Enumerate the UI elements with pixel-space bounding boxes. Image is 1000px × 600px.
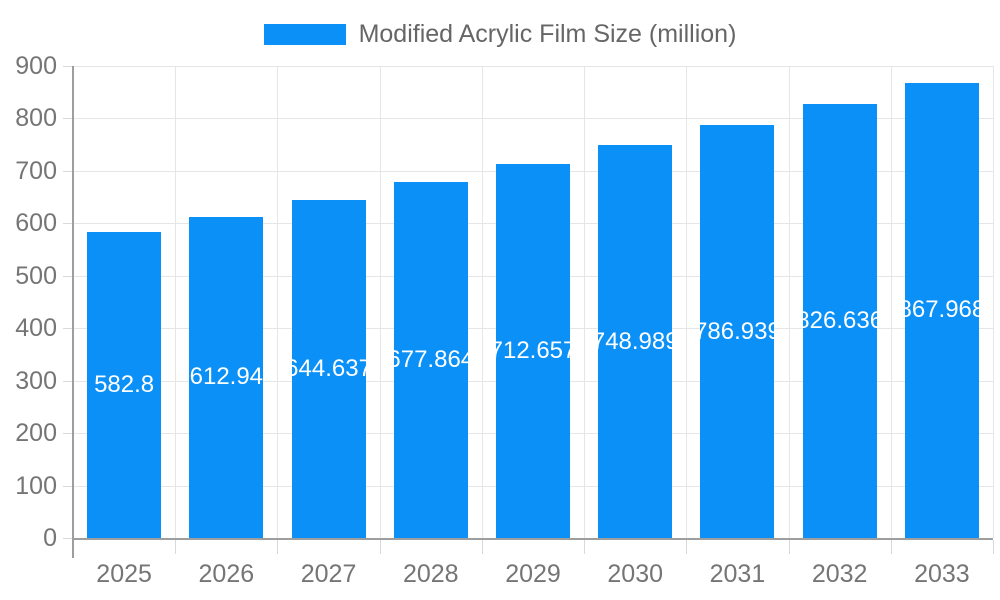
x-axis-label: 2032 — [811, 560, 868, 588]
x-axis-label: 2025 — [96, 560, 152, 588]
y-axis-label: 200 — [15, 419, 57, 448]
x-axis-label: 2028 — [402, 560, 459, 588]
x-gridline — [686, 66, 688, 538]
y-axis-label: 800 — [15, 104, 57, 133]
x-axis-label: 2029 — [505, 560, 561, 588]
x-gridline — [584, 66, 586, 538]
bar[interactable]: 612.94 — [189, 216, 264, 538]
x-tick — [481, 540, 483, 554]
y-axis-label: 900 — [15, 52, 57, 80]
x-tick — [993, 540, 994, 554]
bar-value-label: 612.94 — [189, 363, 264, 391]
bar-value-label: 826.636 — [802, 307, 877, 335]
bar-value-label: 748.989 — [598, 327, 673, 355]
bar-value-label: 582.8 — [94, 371, 155, 399]
y-tick — [63, 170, 73, 172]
legend-swatch-icon — [263, 24, 346, 45]
y-axis-label: 300 — [15, 366, 57, 395]
x-axis-label: 2026 — [198, 560, 255, 588]
y-tick — [63, 433, 73, 435]
bar-value-label: 644.637 — [291, 354, 366, 382]
bar[interactable]: 748.989 — [598, 145, 673, 538]
y-tick — [63, 485, 73, 487]
y-tick — [63, 118, 73, 120]
legend-label: Modified Acrylic Film Size (million) — [358, 20, 737, 48]
bar[interactable]: 582.8 — [87, 232, 162, 538]
x-gridline — [890, 66, 892, 538]
bar[interactable]: 786.939 — [700, 125, 775, 538]
x-gridline — [481, 66, 483, 538]
bar-value-label: 712.657 — [496, 337, 570, 365]
y-tick — [63, 538, 73, 539]
x-gridline — [379, 66, 381, 538]
x-gridline — [993, 66, 994, 538]
bar-value-label: 677.864 — [393, 346, 468, 374]
x-axis-label: 2027 — [300, 560, 357, 588]
x-axis-label: 2031 — [709, 560, 766, 588]
x-gridline — [175, 66, 177, 538]
y-axis-line — [72, 66, 74, 558]
bar-value-label: 867.968 — [904, 296, 979, 324]
x-gridline — [277, 66, 279, 538]
x-axis-line — [72, 538, 993, 540]
x-tick — [379, 540, 381, 554]
y-axis-label: 700 — [15, 156, 57, 185]
y-tick — [63, 66, 73, 67]
y-tick — [63, 380, 73, 382]
x-tick — [686, 540, 688, 554]
y-axis-label: 100 — [15, 471, 57, 500]
y-axis-label: 600 — [15, 209, 57, 238]
x-tick — [890, 540, 892, 554]
bar[interactable]: 867.968 — [904, 82, 979, 538]
x-tick — [277, 540, 279, 554]
bar[interactable]: 644.637 — [291, 199, 366, 538]
bar[interactable]: 677.864 — [393, 182, 468, 538]
y-axis-label: 500 — [15, 261, 57, 290]
y-tick — [63, 328, 73, 330]
x-gridline — [788, 66, 790, 538]
bar[interactable]: 826.636 — [802, 104, 877, 538]
x-tick — [788, 540, 790, 554]
y-axis-label: 0 — [43, 524, 57, 552]
x-tick — [584, 540, 586, 554]
y-gridline — [73, 66, 993, 67]
x-axis-label: 2030 — [607, 560, 664, 588]
x-axis-label: 2033 — [914, 560, 970, 588]
y-tick — [63, 223, 73, 225]
legend[interactable]: Modified Acrylic Film Size (million) — [0, 20, 1000, 49]
bar-value-label: 786.939 — [700, 317, 775, 345]
x-tick — [175, 540, 177, 554]
bar[interactable]: 712.657 — [496, 164, 570, 538]
y-axis-label: 400 — [15, 314, 57, 343]
y-gridline — [73, 118, 993, 120]
y-tick — [63, 275, 73, 277]
